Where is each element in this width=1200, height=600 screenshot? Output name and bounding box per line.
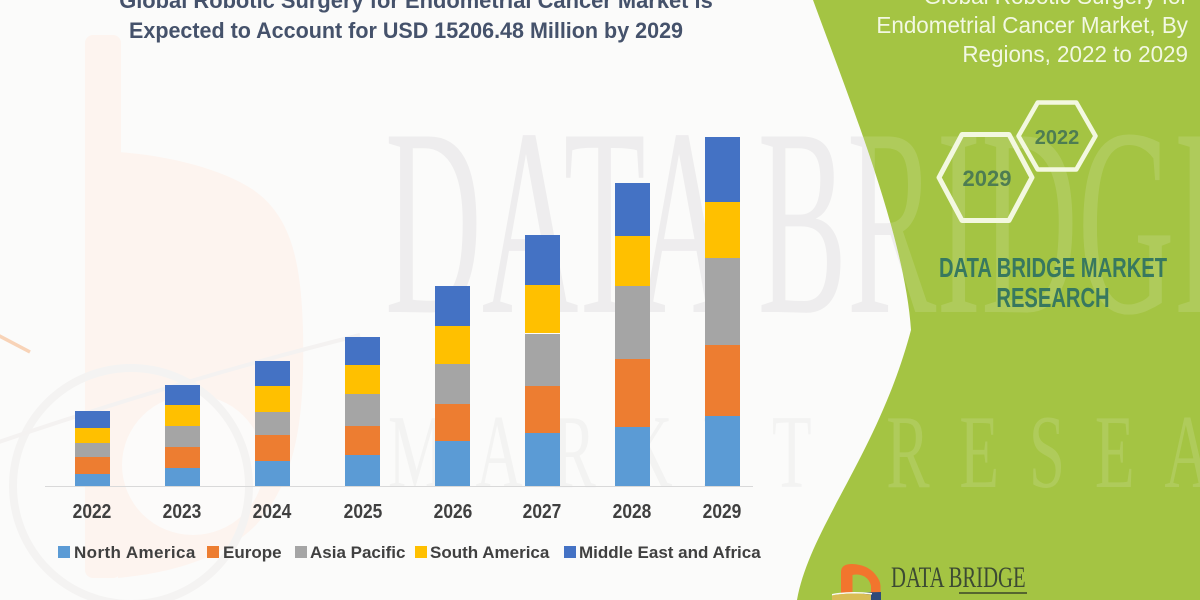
svg-text:MARKET RESEARCH: MARKET RESEARCH [388, 393, 1200, 510]
svg-text:MARKET RESEARCH: MARKET RESEARCH [388, 393, 1200, 510]
svg-text:DATA BRIDGE: DATA BRIDGE [385, 73, 1200, 370]
svg-text:DATA BRIDGE: DATA BRIDGE [385, 73, 1200, 370]
